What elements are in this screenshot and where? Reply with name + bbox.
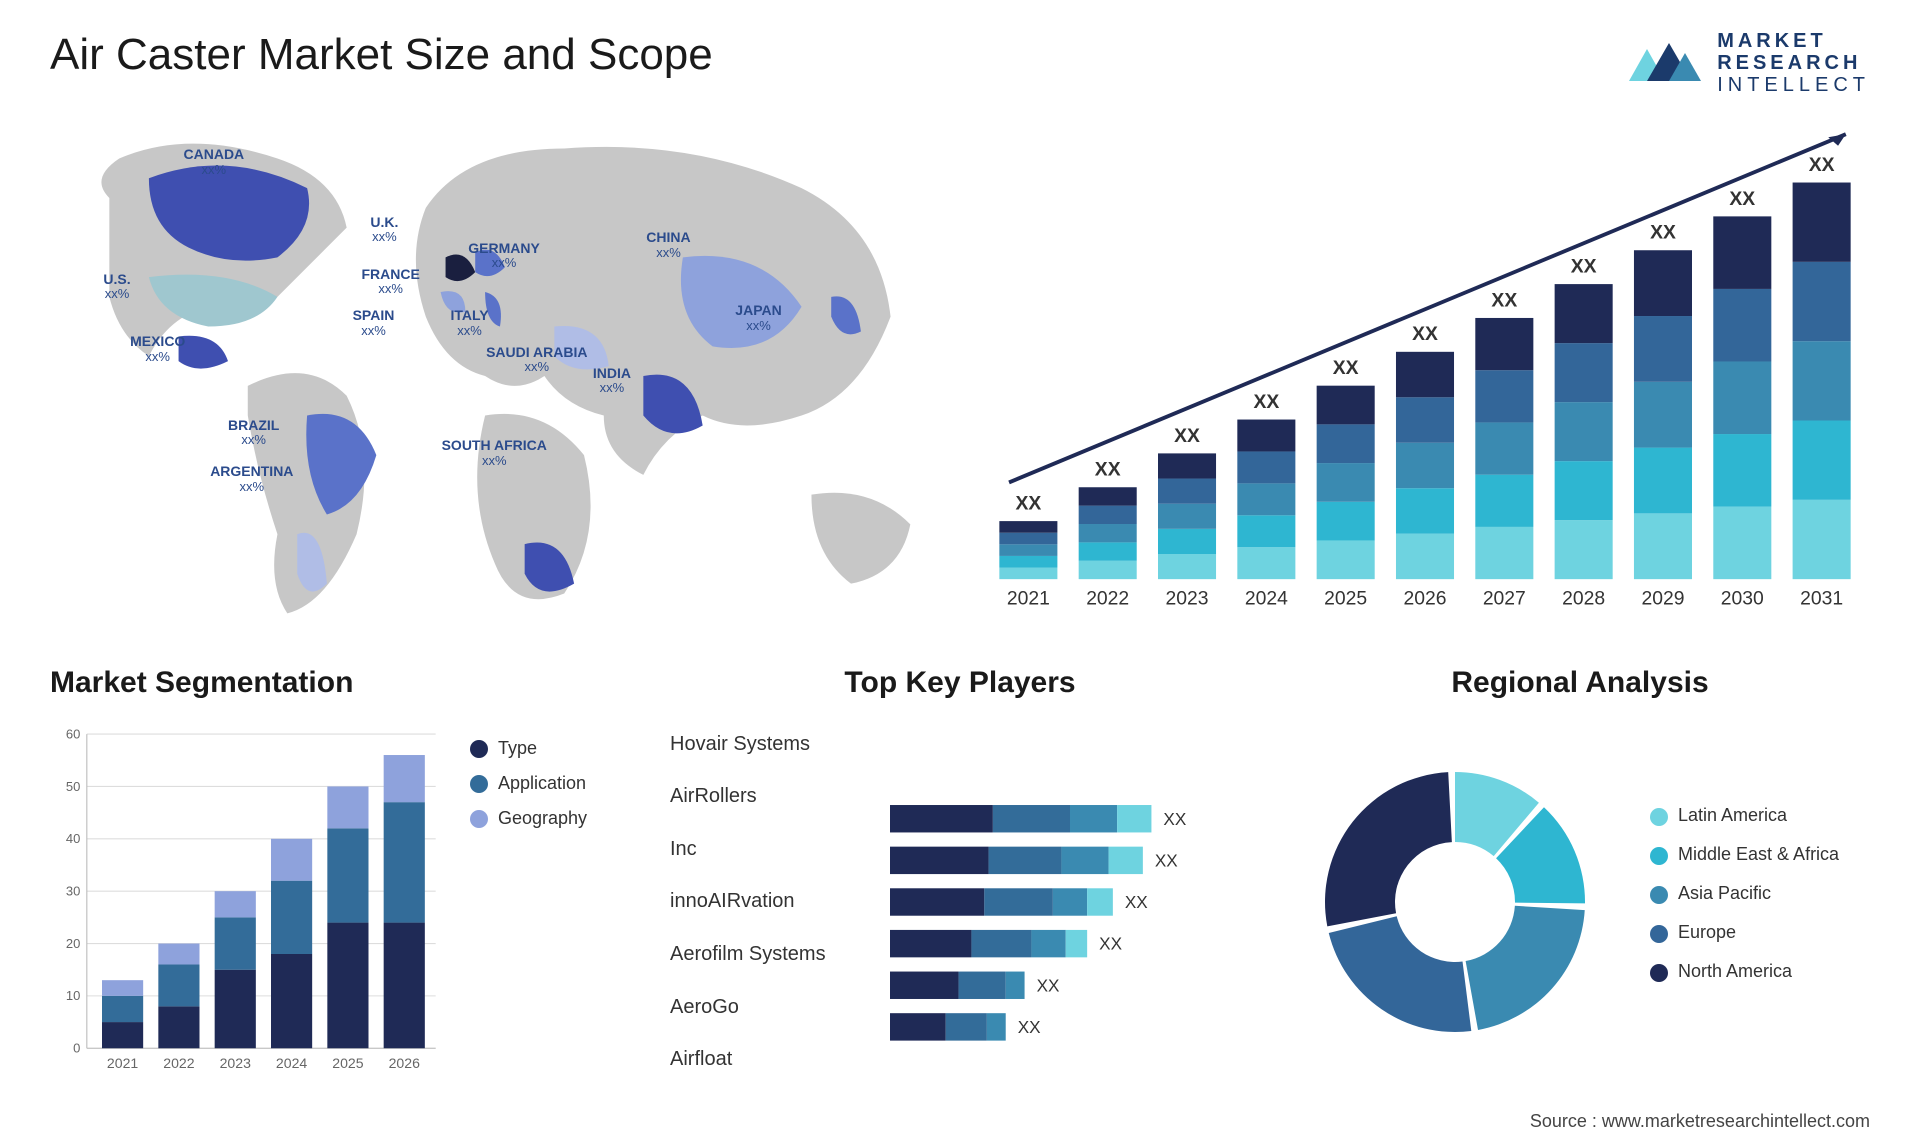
svg-text:2027: 2027 <box>1483 587 1526 609</box>
svg-text:XX: XX <box>1037 975 1060 995</box>
growth-chart: XX 2021 XX 2022 XX 2023 XX 2024 XX 2025 XX 2026 XX 20… <box>980 116 1870 636</box>
svg-text:XX: XX <box>1095 459 1121 481</box>
player-label: Inc <box>670 838 880 861</box>
bottom-row: Market Segmentation 0 10 20 30 40 50 60 2021 202… <box>50 666 1870 1086</box>
svg-text:XX: XX <box>1099 934 1122 954</box>
svg-text:2022: 2022 <box>1086 587 1129 609</box>
players-title: Top Key Players <box>670 666 1250 700</box>
svg-text:2025: 2025 <box>332 1055 363 1071</box>
segmentation-title: Market Segmentation <box>50 666 630 700</box>
svg-text:XX: XX <box>1174 425 1200 447</box>
players-labels: Hovair Systems AirRollers Inc innoAIRvation… <box>670 718 890 1086</box>
logo: MARKET RESEARCH INTELLECT <box>1625 30 1870 96</box>
svg-text:XX: XX <box>1650 222 1676 244</box>
svg-text:XX: XX <box>1571 255 1597 277</box>
legend-item: Middle East & Africa <box>1650 844 1870 865</box>
svg-text:2026: 2026 <box>389 1055 420 1071</box>
svg-text:XX: XX <box>1163 809 1186 829</box>
legend-item: Asia Pacific <box>1650 883 1870 904</box>
svg-text:50: 50 <box>66 779 80 794</box>
svg-text:XX: XX <box>1333 357 1359 379</box>
players-chart: XX XX XX XX XX XX <box>890 718 1250 1086</box>
legend-item: North America <box>1650 961 1870 982</box>
segmentation-legend: Type Application Geography <box>470 718 630 1086</box>
svg-text:XX: XX <box>1412 323 1438 345</box>
source-text: Source : www.marketresearchintellect.com <box>1530 1111 1870 1132</box>
player-label: AeroGo <box>670 996 880 1019</box>
svg-text:10: 10 <box>66 988 80 1003</box>
svg-text:2031: 2031 <box>1800 587 1843 609</box>
regional-title: Regional Analysis <box>1290 666 1870 700</box>
svg-text:XX: XX <box>1018 1017 1041 1037</box>
player-label: AirRollers <box>670 785 880 808</box>
svg-text:2022: 2022 <box>163 1055 194 1071</box>
svg-text:20: 20 <box>66 936 80 951</box>
svg-text:XX: XX <box>1015 492 1041 514</box>
player-label: innoAIRvation <box>670 890 880 913</box>
svg-text:0: 0 <box>73 1041 80 1056</box>
svg-text:60: 60 <box>66 726 80 741</box>
svg-text:XX: XX <box>1809 154 1835 176</box>
svg-text:2023: 2023 <box>1166 587 1209 609</box>
svg-text:40: 40 <box>66 831 80 846</box>
segmentation-chart: 0 10 20 30 40 50 60 2021 2022 2023 2024 2025 2026 <box>50 718 440 1086</box>
svg-text:XX: XX <box>1253 391 1279 413</box>
logo-icon <box>1625 35 1705 91</box>
svg-text:2021: 2021 <box>1007 587 1050 609</box>
svg-text:2029: 2029 <box>1641 587 1684 609</box>
segmentation-panel: Market Segmentation 0 10 20 30 40 50 60 2021 202… <box>50 666 630 1086</box>
legend-item: Type <box>470 738 630 759</box>
svg-text:2030: 2030 <box>1721 587 1764 609</box>
svg-text:2025: 2025 <box>1324 587 1367 609</box>
svg-text:2021: 2021 <box>107 1055 138 1071</box>
legend-item: Geography <box>470 808 630 829</box>
logo-text: MARKET RESEARCH INTELLECT <box>1717 30 1870 96</box>
svg-text:2023: 2023 <box>220 1055 251 1071</box>
svg-text:2026: 2026 <box>1404 587 1447 609</box>
player-label: Aerofilm Systems <box>670 943 880 966</box>
header: Air Caster Market Size and Scope MARKET … <box>50 30 1870 96</box>
top-row: CANADAxx%U.S.xx%MEXICOxx%BRAZILxx%ARGENT… <box>50 116 1870 636</box>
svg-text:2024: 2024 <box>1245 587 1288 609</box>
regional-legend: Latin America Middle East & Africa Asia Pa… <box>1650 805 1870 1000</box>
svg-text:XX: XX <box>1155 850 1178 870</box>
regional-panel: Regional Analysis Latin America Middle Ea… <box>1290 666 1870 1086</box>
player-label: Hovair Systems <box>670 733 880 756</box>
regional-donut <box>1290 752 1620 1052</box>
players-panel: Top Key Players Hovair Systems AirRollers… <box>670 666 1250 1086</box>
legend-item: Europe <box>1650 922 1870 943</box>
player-label: Airfloat <box>670 1048 880 1071</box>
svg-text:2028: 2028 <box>1562 587 1605 609</box>
svg-text:XX: XX <box>1729 188 1755 210</box>
svg-text:2024: 2024 <box>276 1055 307 1071</box>
svg-text:30: 30 <box>66 884 80 899</box>
svg-text:XX: XX <box>1491 289 1517 311</box>
legend-item: Application <box>470 773 630 794</box>
page-title: Air Caster Market Size and Scope <box>50 30 713 80</box>
svg-text:XX: XX <box>1125 892 1148 912</box>
legend-item: Latin America <box>1650 805 1870 826</box>
world-map: CANADAxx%U.S.xx%MEXICOxx%BRAZILxx%ARGENT… <box>50 116 940 636</box>
